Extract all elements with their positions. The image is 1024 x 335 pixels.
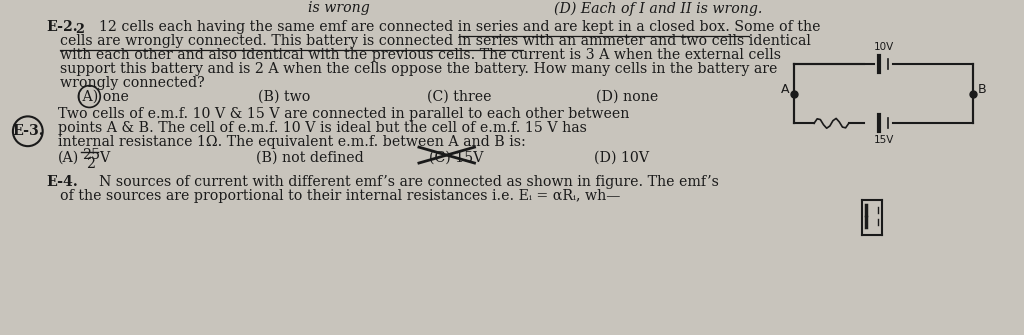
Text: E-3.: E-3. [12, 124, 44, 138]
Text: with each other and also identical with the previous cells. The current is 3 A w: with each other and also identical with … [59, 48, 780, 62]
Text: of the sources are proportional to their internal resistances i.e. Eᵢ = αRᵢ, wh—: of the sources are proportional to their… [59, 189, 620, 203]
Text: 2: 2 [76, 23, 84, 36]
Text: (D) 10V: (D) 10V [594, 151, 649, 165]
Text: (D) Each of I and II is wrong.: (D) Each of I and II is wrong. [554, 1, 762, 16]
Text: (A) one: (A) one [78, 89, 129, 104]
Text: 12 cells each having the same emf are connected in series and are kept in a clos: 12 cells each having the same emf are co… [99, 20, 821, 34]
Text: E-2.: E-2. [47, 20, 78, 34]
Text: internal resistance 1Ω. The equivalent e.m.f. between A and B is:: internal resistance 1Ω. The equivalent e… [57, 135, 525, 149]
Text: 15V: 15V [873, 135, 894, 145]
Text: 2: 2 [86, 157, 95, 171]
Text: (C) three: (C) three [427, 89, 492, 104]
Text: B: B [978, 83, 986, 96]
Text: 25: 25 [82, 148, 100, 162]
Text: points A & B. The cell of e.m.f. 10 V is ideal but the cell of e.m.f. 15 V has: points A & B. The cell of e.m.f. 10 V is… [57, 121, 587, 135]
Text: A: A [780, 83, 790, 96]
Text: cells are wrongly connected. This battery is connected in series with an ammeter: cells are wrongly connected. This batter… [59, 34, 810, 48]
Text: (D) none: (D) none [596, 89, 657, 104]
Text: (A): (A) [57, 151, 79, 165]
Text: N sources of current with different emf’s are connected as shown in figure. The : N sources of current with different emf’… [99, 175, 719, 189]
Text: (B) two: (B) two [258, 89, 310, 104]
Text: support this battery and is 2 A when the cells oppose the battery. How many cell: support this battery and is 2 A when the… [59, 62, 777, 76]
Text: is wrong: is wrong [308, 1, 370, 15]
Text: E-4.: E-4. [47, 175, 79, 189]
Text: 10V: 10V [873, 42, 894, 52]
Text: (C) 15V: (C) 15V [429, 151, 483, 165]
Text: Two cells of e.m.f. 10 V & 15 V are connected in parallel to each other between: Two cells of e.m.f. 10 V & 15 V are conn… [57, 108, 629, 122]
Text: V: V [99, 151, 110, 165]
Text: (B) not defined: (B) not defined [256, 151, 364, 165]
Text: wrongly connected?: wrongly connected? [59, 76, 204, 90]
